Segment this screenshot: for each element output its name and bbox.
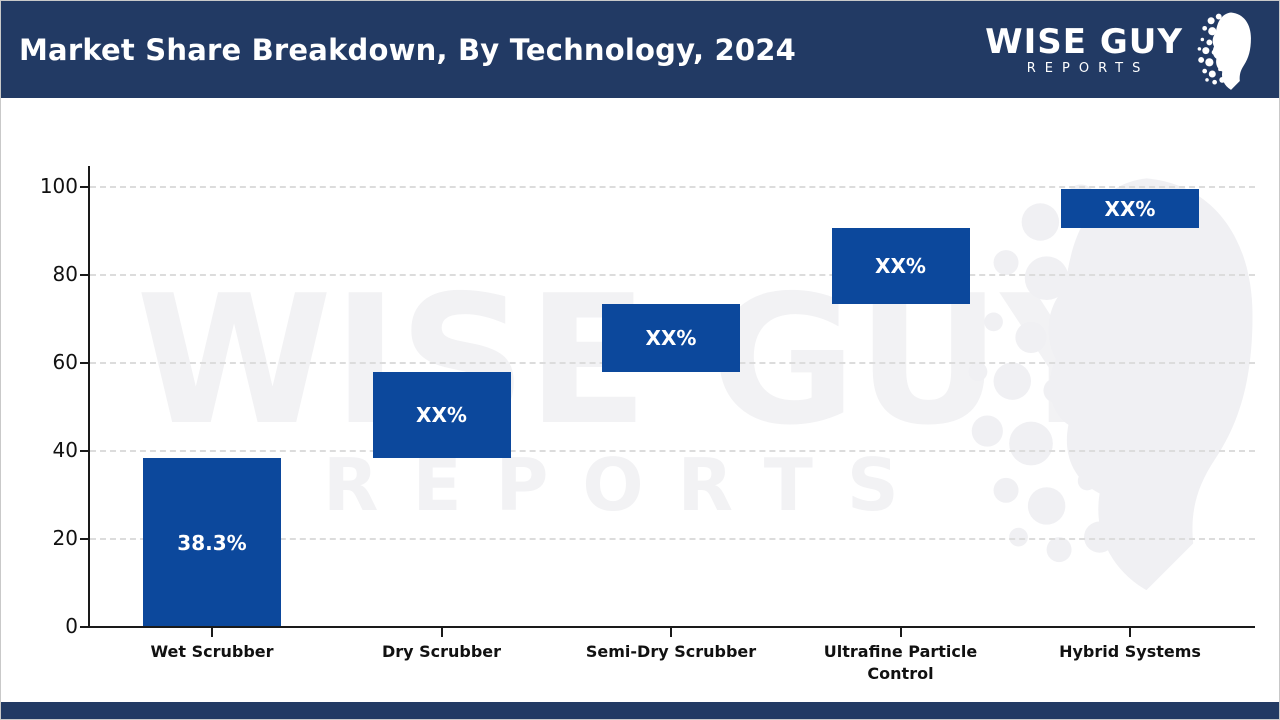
y-tick-label-0: 0 [65,614,78,638]
gridline-80 [90,274,1255,276]
y-tick-label-100: 100 [39,174,78,198]
y-tick-label-80: 80 [52,262,78,286]
x-axis-label-dry-scrubber: Dry Scrubber [381,642,502,661]
y-tick-mark-100 [80,186,89,188]
y-tick-mark-80 [80,274,89,276]
y-axis-line [88,166,90,628]
logo-wordmark: WISE GUY [985,21,1183,62]
x-tick-mark-wet-scrubber [211,628,213,637]
bar-semi-dry-scrubber: XX% [602,304,740,372]
y-tick-label-40: 40 [52,438,78,462]
x-axis-label-wet-scrubber: Wet Scrubber [150,642,274,661]
y-tick-mark-40 [80,450,89,452]
y-tick-mark-20 [80,538,89,540]
gridline-100 [90,186,1255,188]
bar-value-label: XX% [1104,196,1156,221]
bar-dry-scrubber: XX% [372,371,511,459]
x-tick-mark-dry-scrubber [440,628,443,637]
page-title: Market Share Breakdown, By Technology, 2… [19,32,797,67]
logo-subtitle: REPORTS [1026,60,1150,76]
x-tick-mark-semi-dry-scrubber [670,628,672,637]
gridline-20 [90,538,1255,540]
bar-wet-scrubber: 38.3% [143,458,281,627]
x-axis-line [88,626,1255,628]
y-tick-mark-60 [80,362,89,364]
logo-text: WISE GUY REPORTS [985,25,1183,75]
header-bar: Market Share Breakdown, By Technology, 2… [1,1,1279,98]
x-tick-mark-hybrid-systems [1129,628,1131,637]
footer-bar [1,702,1279,719]
bar-value-label: XX% [416,403,467,428]
x-tick-mark-ultrafine-particle-control [899,628,902,637]
dotted-head-logo-icon [1197,12,1251,90]
x-axis-label-ultrafine-particle-control: Ultrafine Particle Control [823,642,978,683]
bar-value-label: XX% [645,325,697,350]
y-tick-label-60: 60 [52,350,78,374]
bar-ultrafine-particle-control: XX% [831,227,970,305]
x-axis-label-hybrid-systems: Hybrid Systems [1059,642,1201,661]
bar-hybrid-systems: XX% [1061,189,1199,228]
bar-value-label: 38.3% [177,530,247,555]
wise-guy-logo: WISE GUY REPORTS [985,9,1261,91]
y-tick-mark-0 [80,626,89,628]
bar-value-label: XX% [875,253,926,278]
x-axis-label-semi-dry-scrubber: Semi-Dry Scrubber [585,642,757,661]
gridline-40 [90,450,1255,452]
y-tick-label-20: 20 [52,526,78,550]
